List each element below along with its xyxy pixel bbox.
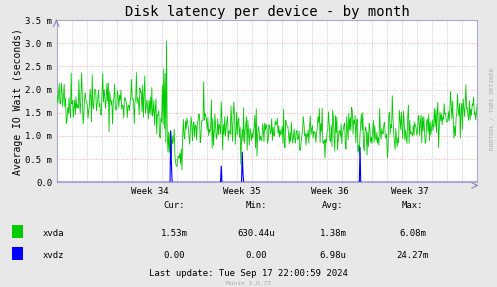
Text: Munin 2.0.73: Munin 2.0.73 — [226, 281, 271, 286]
Text: Avg:: Avg: — [322, 201, 344, 210]
Text: xvda: xvda — [42, 229, 64, 238]
Text: Min:: Min: — [245, 201, 267, 210]
Text: 0.00: 0.00 — [163, 251, 185, 260]
Title: Disk latency per device - by month: Disk latency per device - by month — [125, 5, 410, 19]
Text: RRDTOOL / TOBI OETIKER: RRDTOOL / TOBI OETIKER — [490, 68, 495, 150]
Text: 0.00: 0.00 — [245, 251, 267, 260]
Text: xvdz: xvdz — [42, 251, 64, 260]
Text: Cur:: Cur: — [163, 201, 185, 210]
Text: 6.08m: 6.08m — [399, 229, 426, 238]
Text: 1.53m: 1.53m — [161, 229, 187, 238]
Text: Last update: Tue Sep 17 22:00:59 2024: Last update: Tue Sep 17 22:00:59 2024 — [149, 269, 348, 278]
Text: 24.27m: 24.27m — [397, 251, 428, 260]
Y-axis label: Average IO Wait (seconds): Average IO Wait (seconds) — [12, 28, 23, 174]
Text: 630.44u: 630.44u — [237, 229, 275, 238]
Text: 6.98u: 6.98u — [320, 251, 346, 260]
Text: Max:: Max: — [402, 201, 423, 210]
Text: 1.38m: 1.38m — [320, 229, 346, 238]
